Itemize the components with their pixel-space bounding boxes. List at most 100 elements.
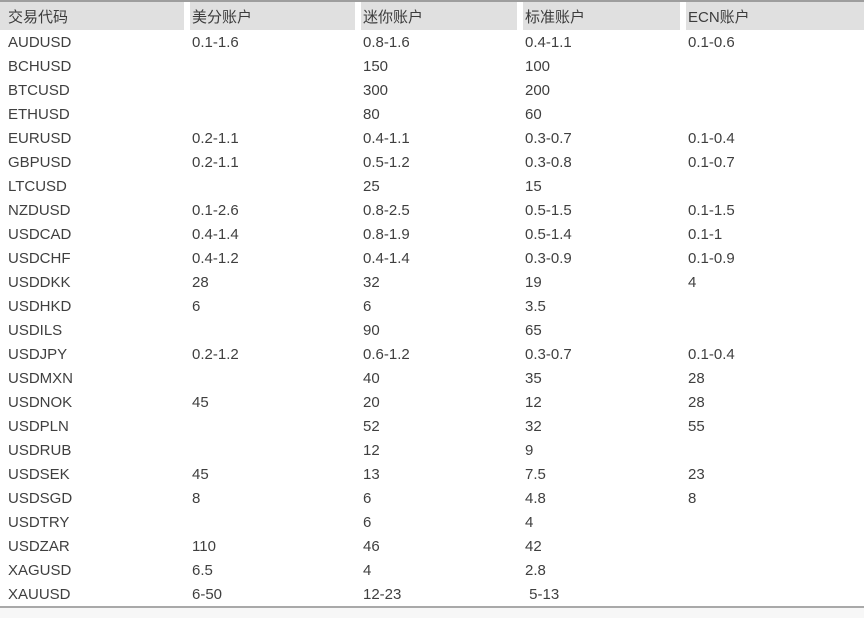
table-row: LTCUSD 25 15 — [0, 174, 864, 198]
cell-standard-account: 100 — [525, 57, 551, 75]
cell-ecn-account: 28 — [688, 393, 705, 411]
table-row: USDPLN 52 32 55 — [0, 414, 864, 438]
cell-mini-account: 46 — [363, 537, 380, 555]
table-row: USDHKD 6 6 3.5 — [0, 294, 864, 318]
cell-ecn-account — [680, 558, 864, 582]
cell-cent-account: 45 — [192, 393, 209, 411]
cell-ecn-account — [680, 294, 864, 318]
cell-cent-account — [184, 54, 355, 78]
cell-symbol: XAUUSD — [8, 585, 71, 603]
column-header-ecn-account: ECN账户 — [680, 2, 864, 30]
cell-symbol: USDCHF — [8, 249, 71, 267]
cell-symbol: XAGUSD — [8, 561, 72, 579]
cell-ecn-account: 0.1-0.9 — [688, 249, 735, 267]
cell-cent-account — [184, 102, 355, 126]
cell-standard-account: 0.3-0.9 — [525, 249, 572, 267]
table-row: USDTRY 6 4 — [0, 510, 864, 534]
table-row: USDNOK 45 20 12 28 — [0, 390, 864, 414]
cell-symbol: USDTRY — [8, 513, 70, 531]
cell-standard-account: 5-13 — [525, 585, 560, 603]
cell-standard-account: 12 — [525, 393, 542, 411]
cell-standard-account: 0.3-0.7 — [525, 345, 572, 363]
cell-standard-account: 0.3-0.8 — [525, 153, 572, 171]
table-row: EURUSD 0.2-1.1 0.4-1.1 0.3-0.7 0.1-0.4 — [0, 126, 864, 150]
cell-standard-account: 15 — [525, 177, 542, 195]
cell-standard-account: 4 — [525, 513, 534, 531]
cell-cent-account: 8 — [192, 489, 201, 507]
cell-ecn-account — [680, 318, 864, 342]
cell-standard-account: 65 — [525, 321, 542, 339]
cell-ecn-account: 8 — [688, 489, 697, 507]
cell-mini-account: 6 — [363, 297, 372, 315]
cell-standard-account: 200 — [525, 81, 551, 99]
cell-mini-account: 300 — [363, 81, 389, 99]
cell-ecn-account: 28 — [688, 369, 705, 387]
cell-cent-account: 45 — [192, 465, 209, 483]
cell-ecn-account — [680, 174, 864, 198]
cell-mini-account: 150 — [363, 57, 389, 75]
cell-ecn-account: 4 — [688, 273, 697, 291]
table-row: XAGUSD 6.5 4 2.8 — [0, 558, 864, 582]
cell-standard-account: 60 — [525, 105, 542, 123]
column-header-mini-account: 迷你账户 — [355, 2, 517, 30]
cell-cent-account: 0.1-2.6 — [192, 201, 239, 219]
table-row: XAUUSD 6-50 12-23 5-13 — [0, 582, 864, 606]
cell-mini-account: 12-23 — [363, 585, 402, 603]
cell-symbol: USDZAR — [8, 537, 70, 555]
table-row: USDZAR 110 46 42 — [0, 534, 864, 558]
cell-symbol: USDCAD — [8, 225, 72, 243]
cell-cent-account: 110 — [192, 537, 216, 555]
cell-cent-account: 0.2-1.2 — [192, 345, 239, 363]
cell-ecn-account: 0.1-0.4 — [688, 345, 735, 363]
table-row: BCHUSD 150 100 — [0, 54, 864, 78]
cell-ecn-account: 55 — [688, 417, 705, 435]
cell-symbol: USDPLN — [8, 417, 69, 435]
cell-cent-account — [184, 78, 355, 102]
cell-mini-account: 6 — [363, 513, 372, 531]
cell-standard-account: 0.5-1.4 — [525, 225, 572, 243]
cell-symbol: GBPUSD — [8, 153, 72, 171]
cell-symbol: USDSGD — [8, 489, 73, 507]
cell-standard-account: 0.5-1.5 — [525, 201, 572, 219]
cell-mini-account: 40 — [363, 369, 380, 387]
cell-standard-account: 0.3-0.7 — [525, 129, 572, 147]
spread-table: 交易代码 美分账户 迷你账户 标准账户 ECN账户 AUDUSD 0.1-1.6… — [0, 2, 864, 606]
table-row: NZDUSD 0.1-2.6 0.8-2.5 0.5-1.5 0.1-1.5 — [0, 198, 864, 222]
cell-cent-account — [184, 318, 355, 342]
cell-symbol: USDMXN — [8, 369, 74, 387]
cell-ecn-account — [680, 510, 864, 534]
cell-ecn-account: 23 — [688, 465, 705, 483]
cell-cent-account — [184, 414, 355, 438]
cell-cent-account: 6.5 — [192, 561, 213, 579]
cell-ecn-account — [680, 582, 864, 606]
table-row: ETHUSD 80 60 — [0, 102, 864, 126]
cell-mini-account: 52 — [363, 417, 380, 435]
cell-symbol: USDNOK — [8, 393, 73, 411]
cell-standard-account: 35 — [525, 369, 542, 387]
cell-ecn-account: 0.1-0.4 — [688, 129, 735, 147]
cell-symbol: USDSEK — [8, 465, 70, 483]
table-row: USDDKK 28 32 19 4 — [0, 270, 864, 294]
table-row: USDILS 90 65 — [0, 318, 864, 342]
page-bottom-strip — [0, 608, 864, 618]
table-body: AUDUSD 0.1-1.6 0.8-1.6 0.4-1.1 0.1-0.6 B… — [0, 30, 864, 606]
cell-mini-account: 0.8-1.9 — [363, 225, 410, 243]
cell-mini-account: 0.4-1.1 — [363, 129, 410, 147]
cell-cent-account: 0.4-1.4 — [192, 225, 239, 243]
cell-ecn-account: 0.1-1.5 — [688, 201, 735, 219]
cell-mini-account: 32 — [363, 273, 380, 291]
table-header-row: 交易代码 美分账户 迷你账户 标准账户 ECN账户 — [0, 2, 864, 30]
cell-mini-account: 80 — [363, 105, 380, 123]
cell-ecn-account — [680, 102, 864, 126]
table-row: USDJPY 0.2-1.2 0.6-1.2 0.3-0.7 0.1-0.4 — [0, 342, 864, 366]
cell-ecn-account — [680, 78, 864, 102]
cell-ecn-account: 0.1-0.7 — [688, 153, 735, 171]
cell-symbol: USDJPY — [8, 345, 68, 363]
cell-standard-account: 4.8 — [525, 489, 546, 507]
cell-mini-account: 0.6-1.2 — [363, 345, 410, 363]
cell-mini-account: 0.8-2.5 — [363, 201, 410, 219]
cell-cent-account: 6 — [192, 297, 201, 315]
cell-standard-account: 2.8 — [525, 561, 546, 579]
